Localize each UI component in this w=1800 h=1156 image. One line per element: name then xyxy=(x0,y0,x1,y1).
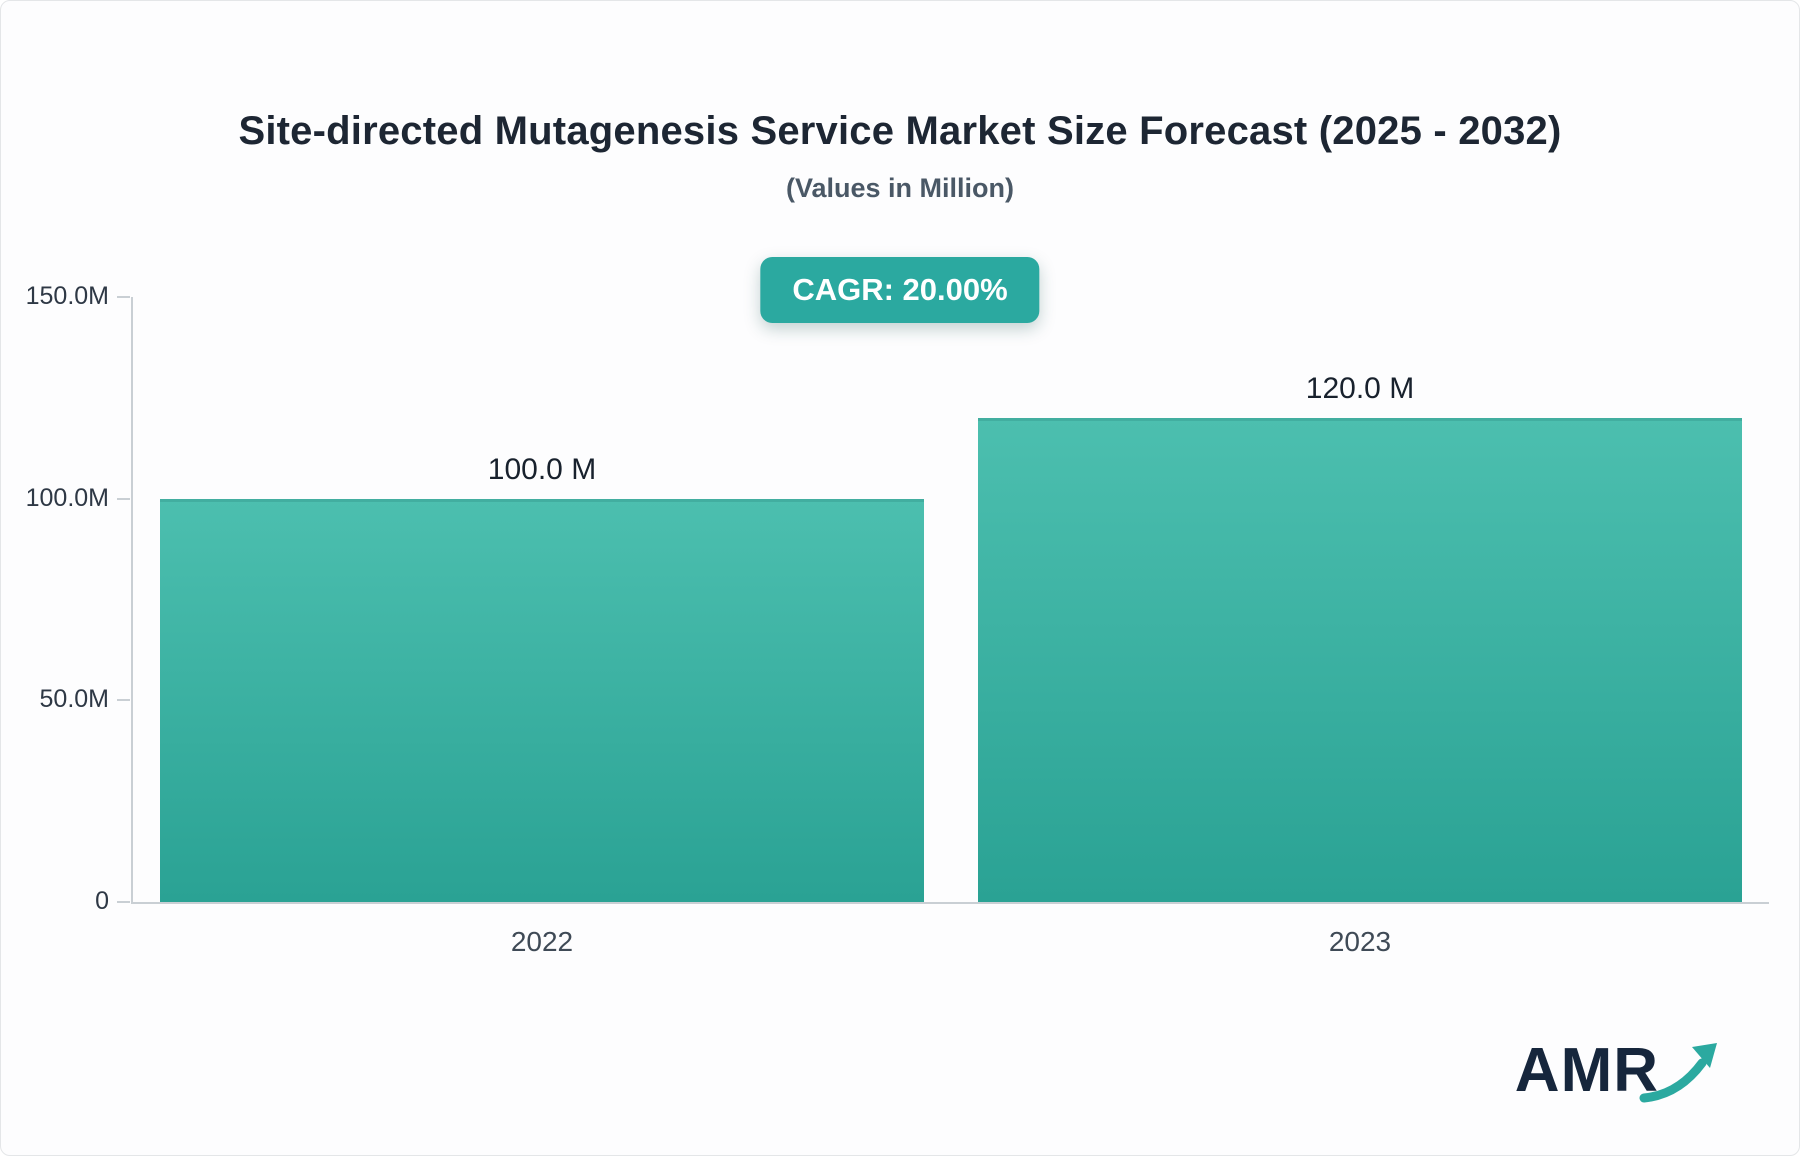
y-axis-tick-label: 150.0M xyxy=(25,282,109,310)
y-axis-tick xyxy=(117,497,130,500)
amr-logo-text: AMR xyxy=(1514,1036,1659,1105)
y-axis-tick xyxy=(117,296,130,298)
growth-arrow-icon xyxy=(1639,1043,1717,1103)
bar-2022 xyxy=(159,498,925,902)
bar-2023 xyxy=(977,418,1743,902)
y-axis-tick xyxy=(117,901,130,903)
y-axis-tick-label: 50.0M xyxy=(39,685,109,714)
bar-value-label-2023: 120.0 M xyxy=(1305,372,1415,405)
y-axis-tick-label: 0 xyxy=(95,887,109,915)
chart-title: Site-directed Mutagenesis Service Market… xyxy=(238,109,1562,153)
cagr-badge: CAGR: 20.00% xyxy=(760,257,1040,323)
y-axis-tick-label: 100.0M xyxy=(25,483,109,512)
plot-area: 0 50.0M 100.0M 150.0M 100.0 M 2022 120.0 M 2023 xyxy=(26,282,1769,957)
x-axis-label-2022: 2022 xyxy=(510,926,574,957)
chart-subtitle: (Values in Million) xyxy=(785,173,1015,203)
x-axis-label-2023: 2023 xyxy=(1328,926,1392,957)
bar-value-label-2022: 100.0 M xyxy=(487,452,597,486)
amr-logo: AMR xyxy=(1515,1035,1719,1107)
y-axis-tick xyxy=(117,699,130,702)
